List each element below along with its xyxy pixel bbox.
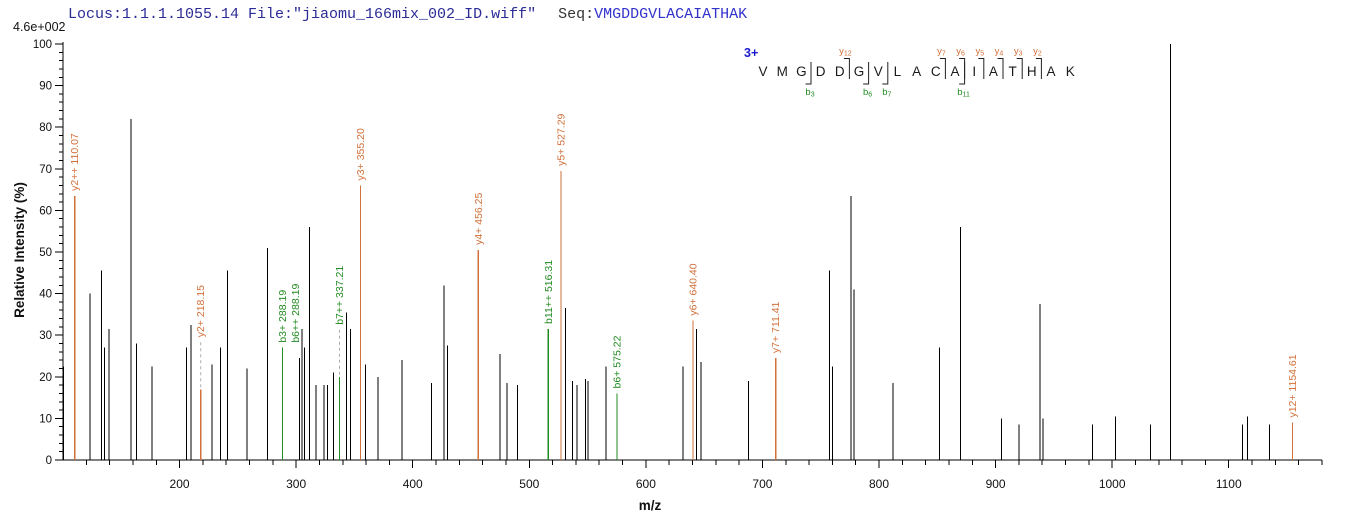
- b-ion-bracket: [863, 62, 870, 85]
- locus-file-label: Locus:1.1.1.1055.14 File:"jiaomu_166mix_…: [68, 6, 537, 23]
- y-tick-label: 0: [46, 455, 52, 467]
- residue: K: [1066, 64, 1075, 79]
- y-ion-bracket: [1016, 58, 1023, 79]
- y-ion-label: y5: [975, 46, 984, 58]
- base-peak-intensity: 4.6e+002: [13, 20, 66, 34]
- y-tick-label: 10: [39, 413, 52, 425]
- b-ion-label: b3: [805, 87, 814, 99]
- residue: T: [1008, 64, 1016, 79]
- residue: L: [894, 64, 902, 79]
- y-tick-label: 60: [39, 205, 52, 217]
- y-tick-label: 40: [39, 289, 52, 301]
- precursor-charge: 3+: [744, 46, 758, 60]
- b-ion-label: b11: [957, 87, 970, 99]
- x-tick-label: 200: [170, 477, 190, 491]
- residue: A: [950, 64, 959, 79]
- y-ion-label: y12: [839, 46, 852, 58]
- ion-label: y12+ 1154.61: [1287, 354, 1299, 417]
- seq-label: Seq:: [558, 6, 595, 23]
- residue: G: [796, 64, 807, 79]
- y-tick-label: 30: [39, 330, 52, 342]
- x-tick-label: 1000: [1099, 477, 1126, 491]
- x-tick-label: 300: [286, 477, 306, 491]
- x-tick-label: 800: [869, 477, 889, 491]
- b-ion-bracket: [959, 62, 966, 85]
- ion-label: y4+ 456.25: [473, 193, 485, 245]
- y-ion-bracket: [843, 58, 850, 79]
- residue: V: [874, 64, 883, 79]
- ion-label: y3+ 355.20: [355, 128, 367, 180]
- y-ion-bracket: [978, 58, 985, 79]
- x-tick-label: 700: [752, 477, 772, 491]
- y-ion-bracket: [959, 58, 966, 79]
- residue: I: [972, 64, 976, 79]
- ion-label: y5+ 527.29: [556, 113, 568, 165]
- residue: A: [1046, 64, 1055, 79]
- y-ion-bracket: [997, 58, 1004, 79]
- y-tick-label: 20: [39, 372, 52, 384]
- residue: G: [854, 64, 865, 79]
- ion-label: b3+ 288.19: [277, 290, 289, 343]
- y-tick-label: 100: [33, 39, 52, 51]
- seq-value: VMGDDGVLACAIATHAK: [594, 6, 748, 23]
- annotated-peaks: y2++ 110.07 y2+ 218.15 b3+ 288.19 b6++ 288.…: [69, 113, 1299, 460]
- residue: C: [931, 64, 941, 79]
- axes: [55, 42, 1323, 468]
- ion-label: b6++ 288.19: [290, 284, 302, 343]
- y-tick-label: 70: [39, 164, 52, 176]
- x-tick-label: 900: [986, 477, 1006, 491]
- ion-label: y7+ 711.41: [770, 301, 782, 353]
- ion-label: b7++ 337.21: [334, 266, 346, 325]
- b-ion-bracket: [805, 62, 812, 85]
- x-tick-label: 1100: [1216, 477, 1242, 491]
- x-tick-label: 600: [636, 477, 656, 491]
- y-ion-label: y7: [937, 46, 946, 58]
- y-axis-title: Relative Intensity (%): [12, 182, 27, 318]
- y-ion-bracket: [1035, 58, 1042, 79]
- y-ion-label: y6: [956, 46, 965, 58]
- ion-label: y2++ 110.07: [69, 133, 81, 191]
- y-tick-label: 50: [39, 247, 52, 259]
- residue: H: [1027, 64, 1037, 79]
- x-axis-title: m/z: [639, 498, 662, 513]
- y-tick-label: 90: [39, 81, 52, 93]
- header-line: Locus:1.1.1.1055.14 File:"jiaomu_166mix_…: [68, 6, 747, 23]
- y-ion-label: y4: [995, 46, 1004, 58]
- residue: D: [816, 64, 826, 79]
- peaks: [63, 44, 1271, 460]
- ion-label: b6+ 575.22: [611, 335, 623, 388]
- b-ion-bracket: [882, 62, 889, 85]
- b-ion-label: b7: [882, 87, 891, 99]
- y-ion-label: y2: [1033, 46, 1042, 58]
- ion-label: b11++ 516.31: [543, 260, 555, 324]
- ion-label: y6+ 640.40: [687, 263, 699, 315]
- residue: D: [835, 64, 845, 79]
- x-tick-label: 500: [519, 477, 539, 491]
- y-axis-labels: 0 10 20 30 40 50 60 70 80 90 100: [33, 39, 52, 467]
- residue: V: [758, 64, 767, 79]
- residue: A: [989, 64, 998, 79]
- x-tick-label: 400: [403, 477, 423, 491]
- y-ion-bracket: [939, 58, 946, 79]
- x-axis-labels: 200 300 400 500 600 700 800 900 1000 1100: [170, 477, 1242, 491]
- residue: A: [912, 64, 921, 79]
- ion-label: y2+ 218.15: [195, 285, 207, 337]
- b-ion-label: b6: [863, 87, 872, 99]
- residue: M: [777, 64, 788, 79]
- y-ion-label: y3: [1014, 46, 1023, 58]
- y-tick-label: 80: [39, 122, 52, 134]
